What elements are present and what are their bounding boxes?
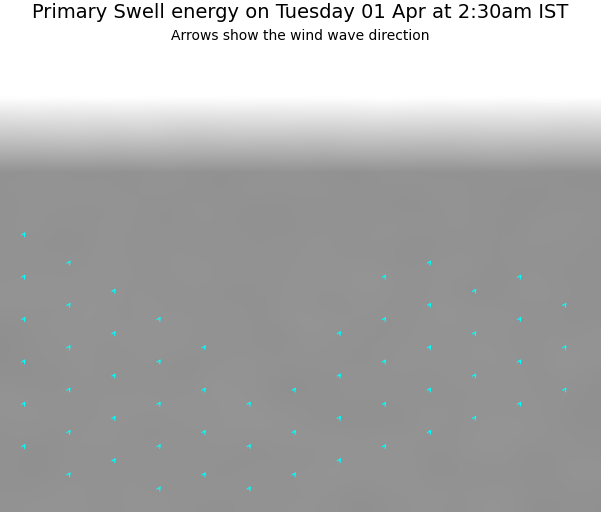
Text: Arrows show the wind wave direction: Arrows show the wind wave direction	[171, 29, 430, 43]
Text: Primary Swell energy on Tuesday 01 Apr at 2:30am IST: Primary Swell energy on Tuesday 01 Apr a…	[32, 4, 569, 23]
